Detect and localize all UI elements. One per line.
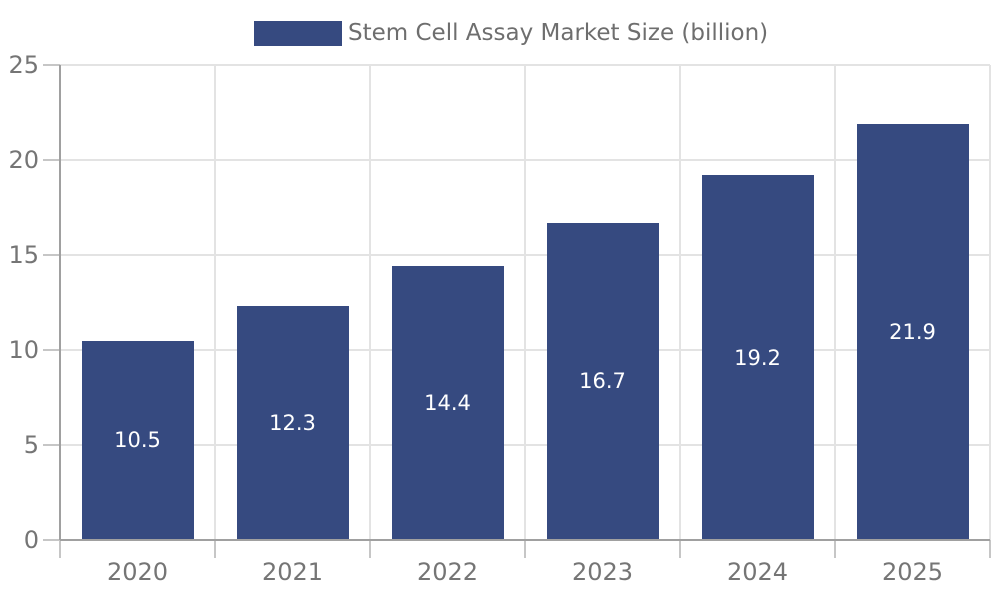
x-tick <box>989 540 991 558</box>
y-tick <box>43 444 60 446</box>
bar-2020 <box>81 340 194 539</box>
bar-value-label: 10.5 <box>114 428 161 453</box>
bar-2021 <box>236 306 349 539</box>
bar-2023 <box>546 222 659 539</box>
y-tick-label: 0 <box>23 526 39 554</box>
bar-value-label: 12.3 <box>269 411 316 436</box>
x-tick <box>369 540 371 558</box>
gridline-v <box>679 65 681 540</box>
x-tick <box>524 540 526 558</box>
x-tick <box>834 540 836 558</box>
y-tick <box>43 349 60 351</box>
gridline-v <box>524 65 526 540</box>
x-tick-label: 2022 <box>416 558 479 586</box>
y-tick-label: 20 <box>8 146 39 174</box>
x-tick <box>679 540 681 558</box>
legend-label: Stem Cell Assay Market Size (billion) <box>348 20 769 46</box>
y-tick <box>43 254 60 256</box>
gridline-v <box>989 65 991 540</box>
bar-value-label: 19.2 <box>734 345 781 370</box>
x-tick-label: 2023 <box>571 558 634 586</box>
x-tick-label: 2020 <box>106 558 169 586</box>
x-tick <box>214 540 216 558</box>
legend-swatch <box>254 20 342 46</box>
bar-2025 <box>856 123 969 539</box>
x-tick-label: 2024 <box>726 558 789 586</box>
y-tick-label: 25 <box>8 51 39 79</box>
legend[interactable]: Stem Cell Assay Market Size (billion) <box>254 17 768 49</box>
bar-2024 <box>701 175 814 539</box>
y-axis-line <box>59 65 61 540</box>
bar-value-label: 21.9 <box>889 319 936 344</box>
gridline-v <box>214 65 216 540</box>
y-tick <box>43 159 60 161</box>
y-tick <box>43 539 60 541</box>
gridline-v <box>369 65 371 540</box>
y-tick-label: 5 <box>23 431 39 459</box>
y-tick <box>43 64 60 66</box>
bar-value-label: 16.7 <box>579 369 626 394</box>
gridline-v <box>834 65 836 540</box>
bar-2022 <box>391 266 504 539</box>
bar-value-label: 14.4 <box>424 391 471 416</box>
x-tick-label: 2025 <box>881 558 944 586</box>
x-tick <box>59 540 61 558</box>
y-tick-label: 10 <box>8 336 39 364</box>
x-axis-line <box>60 539 990 541</box>
y-tick-label: 15 <box>8 241 39 269</box>
x-tick-label: 2021 <box>261 558 324 586</box>
